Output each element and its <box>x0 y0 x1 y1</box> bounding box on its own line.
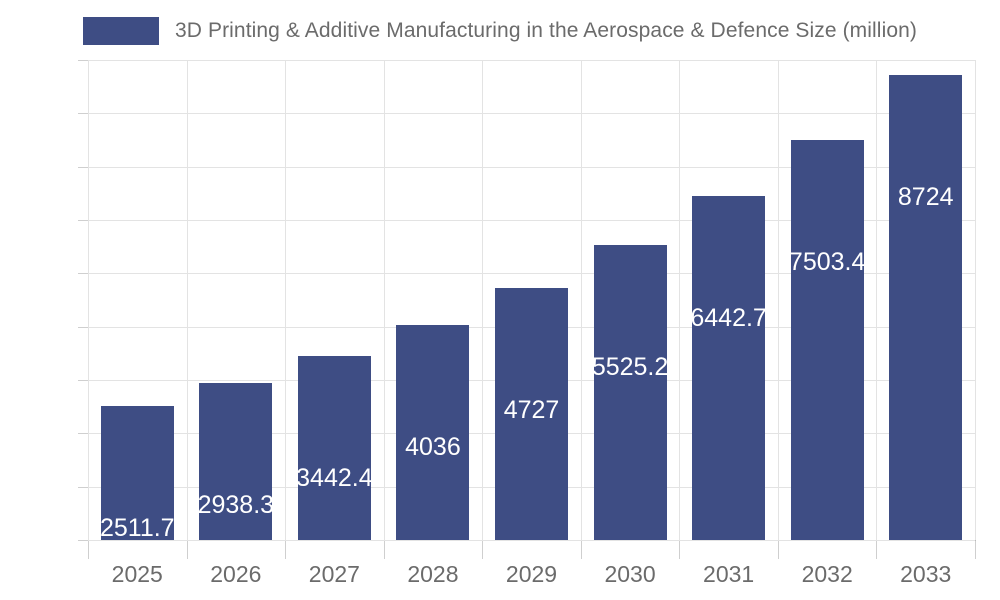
gridline-horizontal <box>88 113 975 115</box>
y-tick-mark <box>78 273 88 275</box>
bar-value-label: 6442.7 <box>690 304 767 333</box>
x-tick-mark <box>876 541 877 559</box>
bar[interactable] <box>396 324 470 540</box>
gridline-horizontal <box>88 220 975 221</box>
gridline-horizontal <box>88 60 975 61</box>
gridline-vertical <box>88 60 89 540</box>
bar[interactable] <box>297 356 371 540</box>
bar[interactable] <box>100 406 174 540</box>
y-tick-mark <box>78 380 88 381</box>
gridline-vertical <box>384 60 385 540</box>
bar[interactable] <box>889 74 963 540</box>
x-tick-label: 2029 <box>505 561 558 587</box>
gridline-vertical <box>285 60 286 540</box>
bar-value-label: 4036 <box>405 432 461 461</box>
x-tick-label: 2030 <box>604 561 656 587</box>
bar[interactable] <box>692 196 766 540</box>
bar-value-label: 2938.3 <box>197 491 275 520</box>
bar[interactable] <box>199 383 273 540</box>
gridline-vertical <box>482 60 483 540</box>
gridline-vertical <box>679 60 680 540</box>
x-tick-label: 2027 <box>308 561 360 587</box>
x-tick-mark <box>384 541 385 559</box>
y-tick-mark <box>78 540 88 541</box>
x-tick-mark <box>482 541 483 559</box>
legend-series-label: 3D Printing & Additive Manufacturing in … <box>174 19 917 42</box>
bar-value-label: 3442.4 <box>296 464 373 493</box>
plot-area: 2511.7 2938.3 3442.4 4036 4727 5525.2 6442.7 75… <box>88 60 976 543</box>
gridline-horizontal <box>88 540 975 541</box>
gridline-vertical <box>187 60 188 540</box>
x-tick-label: 2026 <box>210 561 262 587</box>
gridline-horizontal <box>88 166 975 168</box>
y-tick-mark <box>78 113 88 115</box>
y-tick-mark <box>78 486 88 488</box>
bar[interactable] <box>495 287 568 540</box>
x-tick-mark <box>975 541 976 559</box>
x-tick-label: 2028 <box>407 561 459 587</box>
gridline-vertical <box>778 60 779 540</box>
x-tick-label: 2032 <box>801 561 853 587</box>
gridline-vertical <box>876 60 877 540</box>
y-tick-mark <box>78 166 88 168</box>
y-tick-mark <box>78 220 88 221</box>
gridline-vertical <box>581 60 582 540</box>
y-tick-mark <box>78 433 88 435</box>
bar[interactable] <box>593 245 667 540</box>
bar-value-label: 2511.7 <box>99 514 175 543</box>
bar-value-label: 4727 <box>503 395 560 424</box>
x-tick-mark <box>187 541 188 559</box>
legend-color-swatch <box>82 17 159 45</box>
y-tick-mark <box>78 60 88 61</box>
chart-legend: 3D Printing & Additive Manufacturing in … <box>0 14 1000 48</box>
x-tick-mark <box>285 541 286 559</box>
x-tick-label: 2033 <box>900 561 952 587</box>
y-tick-mark <box>78 326 88 328</box>
x-tick-label: 2025 <box>111 561 163 587</box>
bar-value-label: 5525.2 <box>591 353 669 382</box>
x-tick-mark <box>581 541 582 559</box>
gridline-vertical <box>975 60 976 540</box>
bar[interactable] <box>790 139 864 540</box>
x-tick-mark <box>778 541 779 559</box>
x-tick-mark <box>88 541 89 559</box>
bar-value-label: 8724 <box>897 182 954 211</box>
gridline-horizontal <box>88 273 975 275</box>
x-tick-label: 2031 <box>703 561 755 587</box>
bar-value-label: 7503.4 <box>788 247 866 276</box>
x-tick-mark <box>679 541 680 559</box>
